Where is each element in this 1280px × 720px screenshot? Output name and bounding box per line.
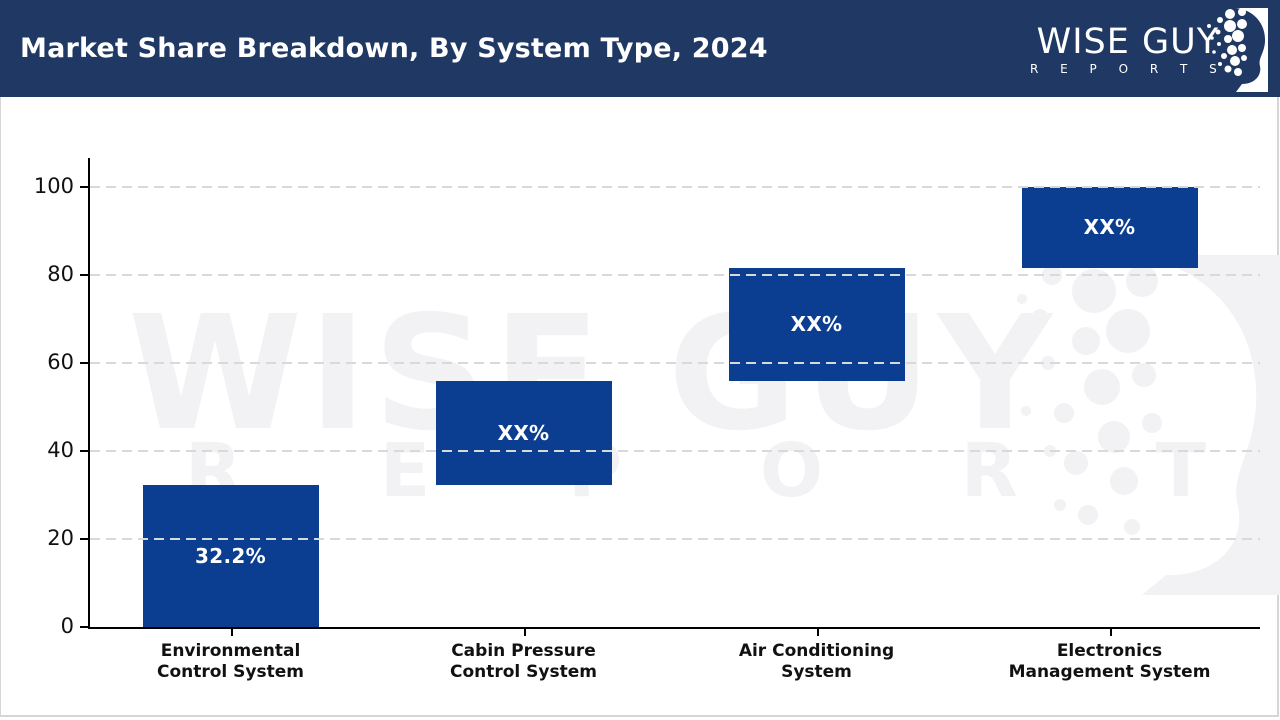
y-tick xyxy=(80,274,88,276)
bar-segment: 32.2% xyxy=(142,485,319,627)
watermark-subtitle: R E P O R T S xyxy=(185,428,1280,514)
x-tick xyxy=(816,629,819,636)
bar-segment: XX% xyxy=(728,267,905,381)
logo-face-icon xyxy=(1207,8,1268,92)
y-tick xyxy=(80,186,88,188)
header-bar: Market Share Breakdown, By System Type, … xyxy=(0,0,1280,97)
x-tick xyxy=(230,629,233,636)
y-tick-label: 100 xyxy=(33,174,74,198)
bar-segment: XX% xyxy=(435,380,612,486)
x-axis-category-label: Electronics Management System xyxy=(980,641,1240,683)
x-axis-category-label: Air Conditioning System xyxy=(687,641,947,683)
bar-value-label: XX% xyxy=(790,312,843,337)
page-title: Market Share Breakdown, By System Type, … xyxy=(20,33,768,64)
y-tick xyxy=(80,626,88,628)
wise-guy-logo: WISE GUY R E P O R T S xyxy=(1012,6,1268,92)
gridline xyxy=(90,538,1260,540)
y-tick-label: 60 xyxy=(47,350,74,374)
gridline xyxy=(90,274,1260,276)
category-line: Control System xyxy=(156,662,304,682)
x-tick xyxy=(523,629,526,636)
chart-area: 32.2% Environmental Control System XX% Cabin… xyxy=(0,97,1280,717)
x-tick xyxy=(1109,629,1112,636)
y-axis-line xyxy=(88,158,90,629)
x-axis-category-label: Environmental Control System xyxy=(101,641,361,683)
bar-segment: XX% xyxy=(1021,187,1198,268)
x-axis-category-label: Cabin Pressure Control System xyxy=(394,641,654,683)
category-line: Environmental xyxy=(160,641,301,661)
y-tick xyxy=(80,450,88,452)
gridline xyxy=(90,186,1260,188)
category-line: Electronics xyxy=(1056,641,1163,661)
y-tick-label: 0 xyxy=(60,614,74,638)
y-tick-label: 20 xyxy=(47,526,74,550)
y-tick-label: 40 xyxy=(47,438,74,462)
bar-value-label: XX% xyxy=(497,420,550,445)
logo-wordmark: WISE GUY xyxy=(1036,22,1220,62)
category-line: System xyxy=(781,662,852,682)
y-tick xyxy=(80,538,88,540)
category-line: Cabin Pressure xyxy=(451,641,596,661)
logo-text: WISE GUY R E P O R T S xyxy=(1030,24,1226,76)
category-line: Control System xyxy=(449,662,597,682)
bar-value-label: 32.2% xyxy=(195,544,266,569)
gridline xyxy=(90,450,1260,452)
bar-value-label: XX% xyxy=(1083,215,1136,240)
category-line: Management System xyxy=(1008,662,1211,682)
y-tick-label: 80 xyxy=(47,262,74,286)
category-line: Air Conditioning xyxy=(738,641,895,661)
logo-subtitle: R E P O R T S xyxy=(1030,62,1226,76)
y-tick xyxy=(80,362,88,364)
x-axis-line xyxy=(88,627,1260,629)
gridline xyxy=(90,362,1260,364)
